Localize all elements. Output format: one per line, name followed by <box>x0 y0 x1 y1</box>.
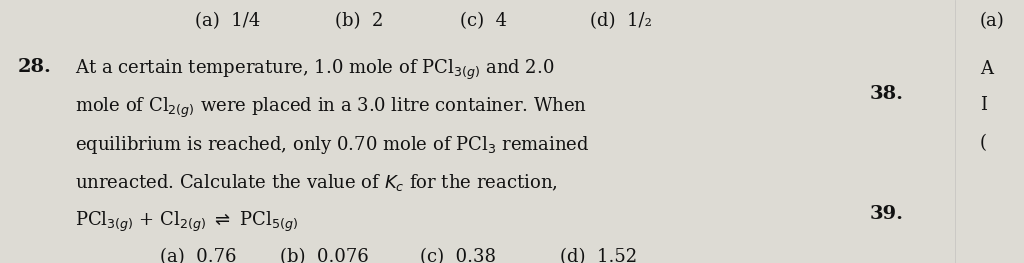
Text: A: A <box>980 60 993 78</box>
Text: unreacted. Calculate the value of $K_c$ for the reaction,: unreacted. Calculate the value of $K_c$ … <box>75 172 558 193</box>
Text: At a certain temperature, 1.0 mole of PCl$_{3(g)}$ and 2.0: At a certain temperature, 1.0 mole of PC… <box>75 58 554 82</box>
Text: (b)  0.076: (b) 0.076 <box>280 248 369 263</box>
Text: (c)  4: (c) 4 <box>460 12 507 30</box>
Text: 28.: 28. <box>18 58 52 76</box>
Text: 38.: 38. <box>870 85 904 103</box>
Text: (: ( <box>980 134 987 152</box>
Text: mole of Cl$_{2(g)}$ were placed in a 3.0 litre container. When: mole of Cl$_{2(g)}$ were placed in a 3.0… <box>75 96 587 120</box>
Text: PCl$_{3(g)}$ + Cl$_{2(g)}$ $\rightleftharpoons$ PCl$_{5(g)}$: PCl$_{3(g)}$ + Cl$_{2(g)}$ $\rightleftha… <box>75 210 298 234</box>
Text: (d)  1.52: (d) 1.52 <box>560 248 637 263</box>
Text: (a): (a) <box>980 12 1005 30</box>
Text: (b)  2: (b) 2 <box>335 12 383 30</box>
Text: (a)  0.76: (a) 0.76 <box>160 248 237 263</box>
Text: equilibrium is reached, only 0.70 mole of PCl$_3$ remained: equilibrium is reached, only 0.70 mole o… <box>75 134 590 156</box>
Text: (c)  0.38: (c) 0.38 <box>420 248 496 263</box>
Text: 39.: 39. <box>870 205 904 223</box>
Text: I: I <box>980 96 987 114</box>
Text: (a)  1/4: (a) 1/4 <box>195 12 260 30</box>
Text: (d)  1/₂: (d) 1/₂ <box>590 12 652 30</box>
